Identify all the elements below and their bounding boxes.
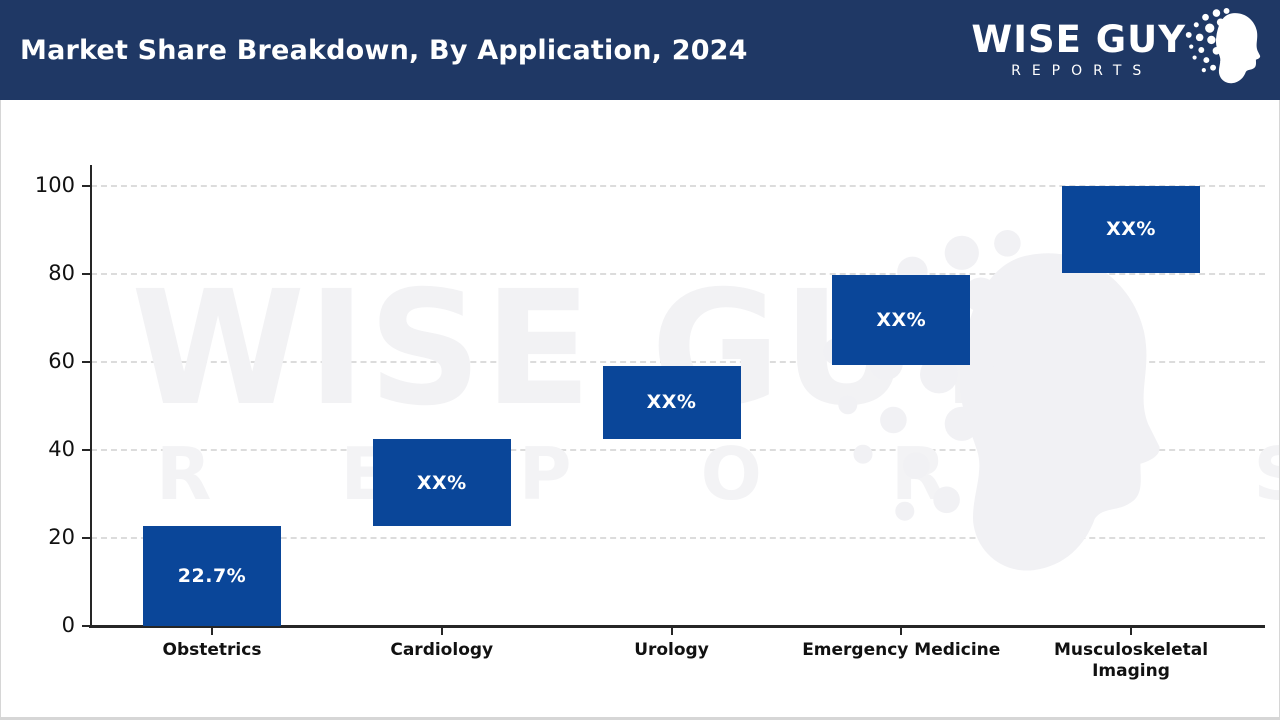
gridline-100 <box>91 185 1265 187</box>
y-axis-label-20: 20 <box>48 525 75 549</box>
x-axis-line <box>89 625 1265 628</box>
y-axis-tick-0 <box>82 625 91 627</box>
x-axis-tick-obstetrics <box>211 628 213 635</box>
bar-obstetrics: 22.7% <box>143 526 281 626</box>
x-axis-label-musculoskeletal-imaging: Musculoskeletal Imaging <box>1053 640 1209 682</box>
gridline-20 <box>91 537 1265 539</box>
y-axis-tick-60 <box>82 361 91 363</box>
y-axis-tick-80 <box>82 273 91 275</box>
gridline-40 <box>91 449 1265 451</box>
watermark-subtitle: R E P O R T S <box>156 432 1280 516</box>
y-axis-label-0: 0 <box>61 613 75 637</box>
chart-area: WISE GUY R E P O R T S 0 20 40 60 80 100 22.7%… <box>0 100 1280 720</box>
y-axis-label-100: 100 <box>34 173 75 197</box>
x-axis-label-obstetrics: Obstetrics <box>162 640 262 660</box>
y-axis-tick-100 <box>82 185 91 187</box>
x-axis-label-emergency-medicine: Emergency Medicine <box>802 640 1001 660</box>
bar-musculoskeletal-imaging: XX% <box>1062 186 1200 273</box>
x-axis-tick-emergency-medicine <box>900 628 903 635</box>
page-title: Market Share Breakdown, By Application, … <box>20 34 748 66</box>
bar-cardiology: XX% <box>372 439 511 527</box>
bar-value-label-cardiology: XX% <box>416 471 467 494</box>
x-axis-label-cardiology: Cardiology <box>390 640 494 660</box>
y-axis-label-80: 80 <box>48 261 75 285</box>
watermark-wordmark: WISE GUY <box>131 257 1030 441</box>
y-axis-line <box>90 165 92 628</box>
x-axis-label-urology: Urology <box>634 640 709 660</box>
bar-emergency-medicine: XX% <box>832 274 971 365</box>
logo-subtitle: REPORTS <box>1011 63 1153 79</box>
x-axis-tick-cardiology <box>440 628 443 635</box>
bar-value-label-emergency-medicine: XX% <box>876 308 927 331</box>
x-axis-tick-urology <box>670 628 673 635</box>
y-axis-tick-20 <box>82 537 91 539</box>
brand-logo: WISE GUY REPORTS <box>971 7 1266 93</box>
header: Market Share Breakdown, By Application, … <box>0 0 1280 100</box>
y-axis-tick-40 <box>82 449 91 451</box>
bar-value-label-obstetrics: 22.7% <box>177 565 247 588</box>
bar-value-label-urology: XX% <box>646 391 697 414</box>
brand-logo-text: WISE GUY REPORTS <box>971 21 1186 79</box>
gridline-60 <box>91 361 1265 363</box>
gridline-80 <box>91 273 1265 275</box>
logo-wordmark: WISE GUY <box>971 18 1186 61</box>
logo-face-icon <box>1185 8 1261 84</box>
x-axis-tick-musculoskeletal-imaging <box>1130 628 1132 635</box>
y-axis-label-40: 40 <box>48 437 75 461</box>
bar-value-label-musculoskeletal-imaging: XX% <box>1106 218 1156 241</box>
bar-urology: XX% <box>602 365 741 440</box>
y-axis-label-60: 60 <box>48 349 75 373</box>
